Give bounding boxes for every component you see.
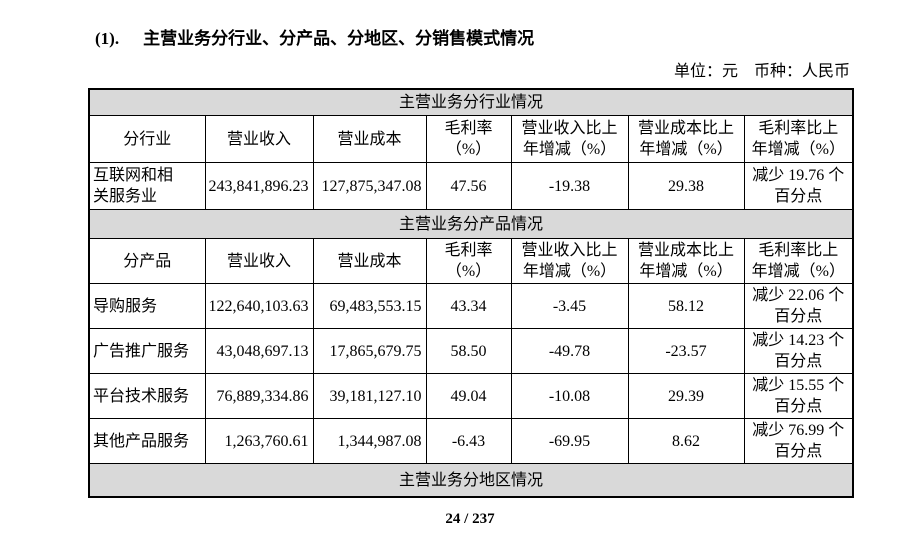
cell-margin-yoy: 减少 22.06 个 百分点 bbox=[743, 283, 854, 329]
cell-margin: 49.04 bbox=[425, 373, 512, 419]
cell-cost-yoy: -23.57 bbox=[627, 328, 745, 374]
cell-cost-yoy: 58.12 bbox=[627, 283, 745, 329]
section-heading: (1). 主营业务分行业、分产品、分地区、分销售模式情况 bbox=[95, 24, 534, 49]
product-data-row: 导购服务 122,640,103.63 69,483,553.15 43.34 … bbox=[88, 283, 854, 329]
cell-margin: 47.56 bbox=[425, 162, 512, 210]
cell-cost: 17,865,679.75 bbox=[312, 328, 427, 374]
band-row-region: 主营业务分地区情况 bbox=[88, 463, 854, 498]
header-cost-yoy: 营业成本比上 年增减（%） bbox=[627, 238, 745, 284]
cell-margin: -6.43 bbox=[425, 418, 512, 464]
cell-cost-yoy: 29.38 bbox=[627, 162, 745, 210]
header-revenue: 营业收入 bbox=[204, 238, 314, 284]
cell-revenue: 122,640,103.63 bbox=[204, 283, 314, 329]
header-cost-yoy: 营业成本比上 年增减（%） bbox=[627, 115, 745, 163]
cell-revenue-yoy: -3.45 bbox=[510, 283, 629, 329]
industry-data-row: 互联网和相 关服务业 243,841,896.23 127,875,347.08… bbox=[88, 162, 854, 210]
header-revenue-yoy: 营业收入比上 年增减（%） bbox=[510, 115, 629, 163]
header-margin-yoy: 毛利率比上 年增减（%） bbox=[743, 238, 854, 284]
header-industry: 分行业 bbox=[88, 115, 206, 163]
header-cost: 营业成本 bbox=[312, 238, 427, 284]
cell-product-name: 导购服务 bbox=[88, 283, 206, 329]
header-margin: 毛利率 （%） bbox=[425, 115, 512, 163]
cell-margin-yoy: 减少 14.23 个 百分点 bbox=[743, 328, 854, 374]
cell-product-name: 广告推广服务 bbox=[88, 328, 206, 374]
cell-revenue: 243,841,896.23 bbox=[204, 162, 314, 210]
unit-note: 单位：元 币种：人民币 bbox=[673, 63, 850, 80]
cell-revenue-yoy: -19.38 bbox=[510, 162, 629, 210]
cell-industry-name: 互联网和相 关服务业 bbox=[88, 162, 206, 210]
cell-cost: 69,483,553.15 bbox=[312, 283, 427, 329]
cell-revenue-yoy: -69.95 bbox=[510, 418, 629, 464]
cell-cost: 1,344,987.08 bbox=[312, 418, 427, 464]
product-data-row: 其他产品服务 1,263,760.61 1,344,987.08 -6.43 -… bbox=[88, 418, 854, 464]
cell-cost: 127,875,347.08 bbox=[312, 162, 427, 210]
band-row-product: 主营业务分产品情况 bbox=[88, 209, 854, 239]
cell-margin: 58.50 bbox=[425, 328, 512, 374]
cell-margin-yoy: 减少 15.55 个 百分点 bbox=[743, 373, 854, 419]
cell-revenue: 1,263,760.61 bbox=[204, 418, 314, 464]
product-data-row: 平台技术服务 76,889,334.86 39,181,127.10 49.04… bbox=[88, 373, 854, 419]
cell-product-name: 平台技术服务 bbox=[88, 373, 206, 419]
cell-revenue: 76,889,334.86 bbox=[204, 373, 314, 419]
cell-margin: 43.34 bbox=[425, 283, 512, 329]
cell-cost-yoy: 8.62 bbox=[627, 418, 745, 464]
header-product: 分产品 bbox=[88, 238, 206, 284]
cell-cost-yoy: 29.39 bbox=[627, 373, 745, 419]
band-region-label: 主营业务分地区情况 bbox=[88, 463, 854, 498]
cell-product-name: 其他产品服务 bbox=[88, 418, 206, 464]
page-number: 24 / 237 bbox=[445, 511, 495, 527]
cell-margin-yoy: 减少 76.99 个 百分点 bbox=[743, 418, 854, 464]
header-revenue: 营业收入 bbox=[204, 115, 314, 163]
header-margin-yoy: 毛利率比上 年增减（%） bbox=[743, 115, 854, 163]
product-data-row: 广告推广服务 43,048,697.13 17,865,679.75 58.50… bbox=[88, 328, 854, 374]
cell-revenue-yoy: -10.08 bbox=[510, 373, 629, 419]
section-index: (1). bbox=[95, 29, 120, 48]
cell-cost: 39,181,127.10 bbox=[312, 373, 427, 419]
band-product-label: 主营业务分产品情况 bbox=[88, 209, 854, 239]
cell-margin-yoy: 减少 19.76 个 百分点 bbox=[743, 162, 854, 210]
header-revenue-yoy: 营业收入比上 年增减（%） bbox=[510, 238, 629, 284]
cell-revenue-yoy: -49.78 bbox=[510, 328, 629, 374]
header-cost: 营业成本 bbox=[312, 115, 427, 163]
band-industry-label: 主营业务分行业情况 bbox=[88, 88, 854, 116]
header-margin: 毛利率 （%） bbox=[425, 238, 512, 284]
industry-header-row: 分行业 营业收入 营业成本 毛利率 （%） 营业收入比上 年增减（%） 营业成本… bbox=[88, 115, 854, 163]
band-row-industry: 主营业务分行业情况 bbox=[88, 88, 854, 116]
main-business-table: 主营业务分行业情况 分行业 营业收入 营业成本 毛利率 （%） 营业收入比上 年… bbox=[88, 88, 855, 498]
product-header-row: 分产品 营业收入 营业成本 毛利率 （%） 营业收入比上 年增减（%） 营业成本… bbox=[88, 238, 854, 284]
cell-revenue: 43,048,697.13 bbox=[204, 328, 314, 374]
page-title: 主营业务分行业、分产品、分地区、分销售模式情况 bbox=[143, 29, 535, 48]
